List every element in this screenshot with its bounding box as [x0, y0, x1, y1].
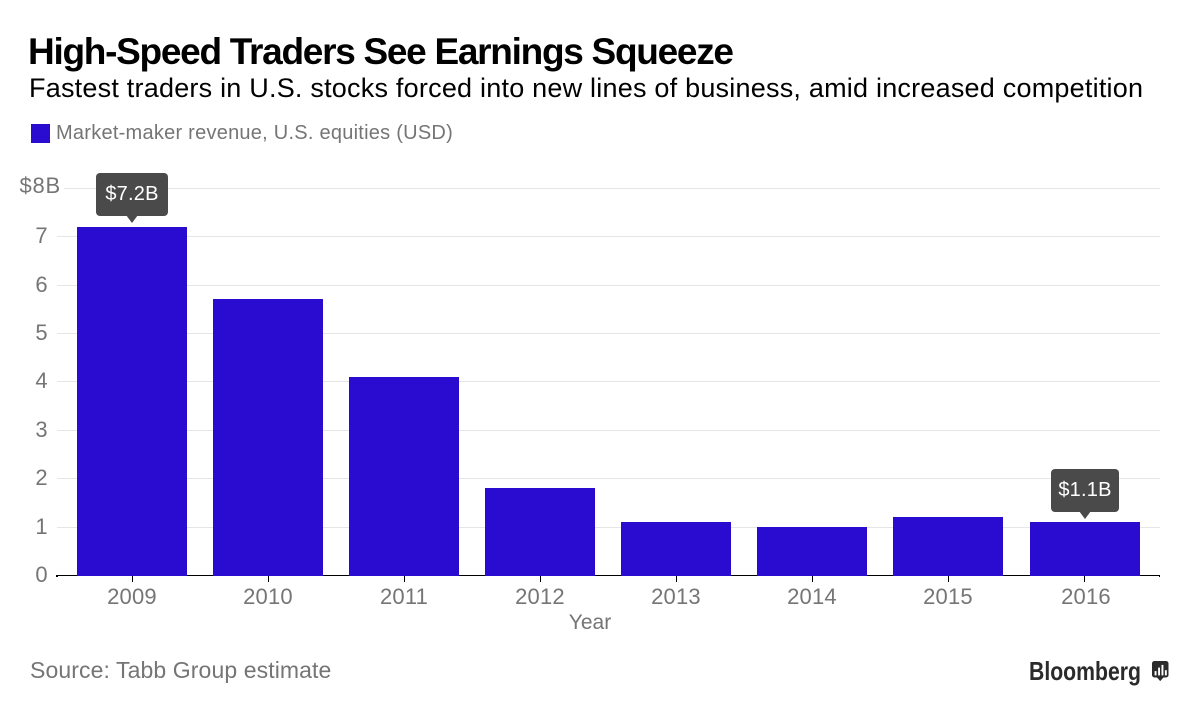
svg-text:Bloomberg: Bloomberg	[1029, 656, 1141, 686]
